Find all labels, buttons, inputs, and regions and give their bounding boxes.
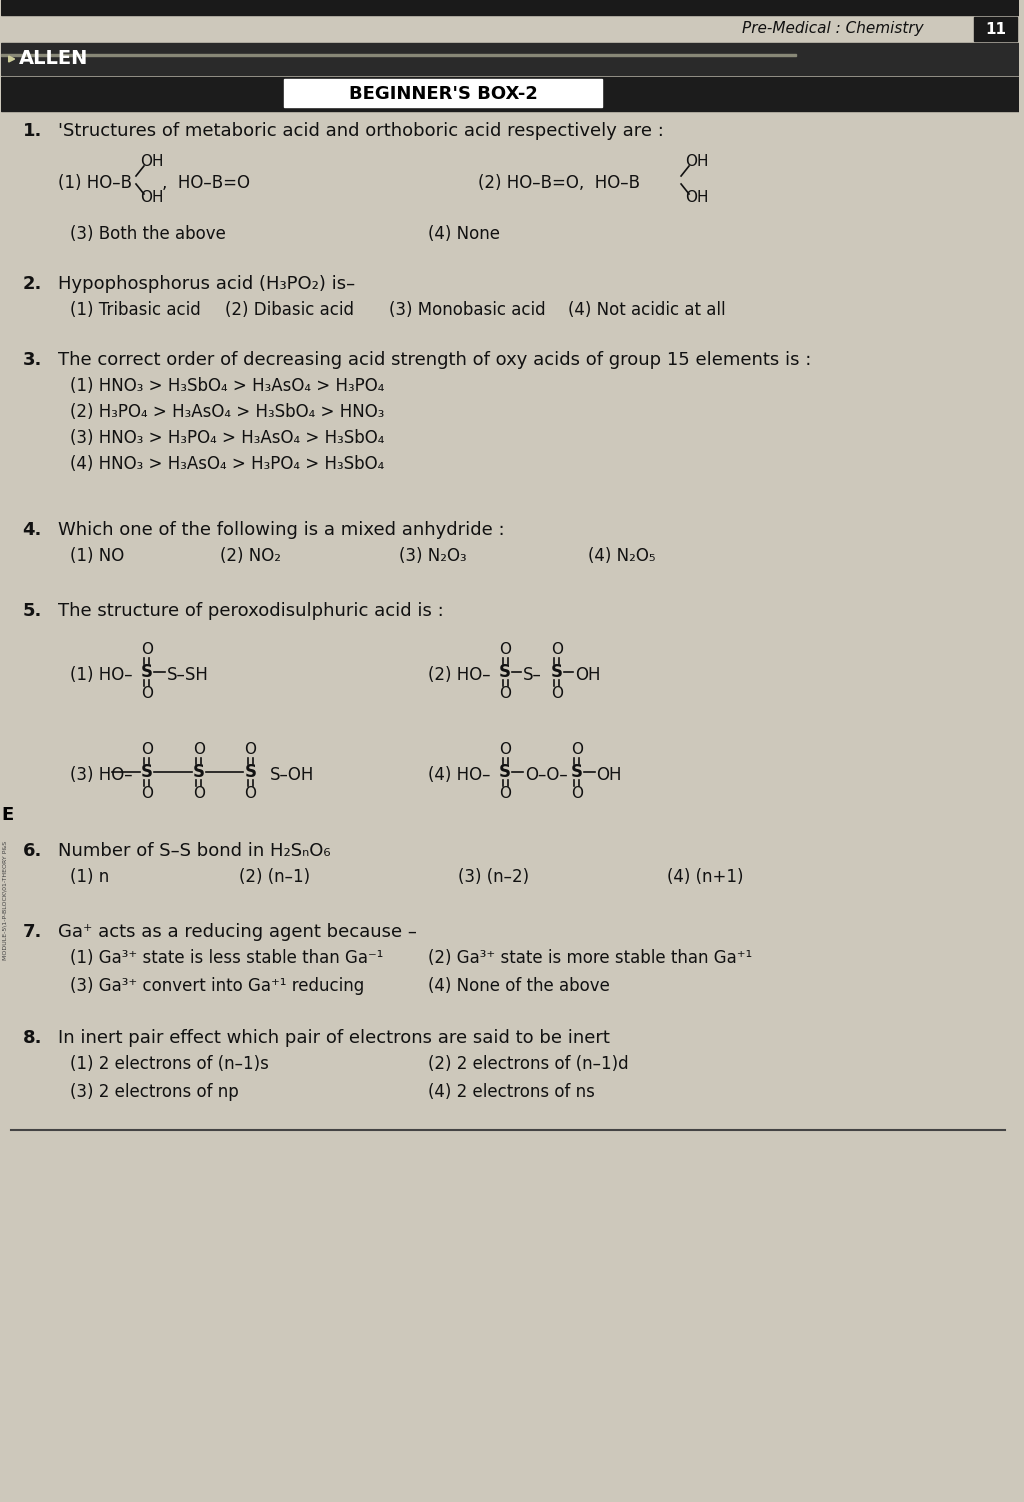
Text: (3) Monobasic acid: (3) Monobasic acid [389,300,545,318]
Text: The correct order of decreasing acid strength of oxy acids of group 15 elements : The correct order of decreasing acid str… [58,351,812,369]
Text: O: O [141,686,153,701]
Bar [1,44,1019,75]
Text: 11: 11 [985,21,1006,36]
Text: ALLEN: ALLEN [18,50,88,69]
Text: O: O [570,742,583,757]
Text: (2) HO–B=O,  HO–B: (2) HO–B=O, HO–B [478,174,640,192]
Text: OH: OH [140,191,164,206]
Text: (4) (n+1): (4) (n+1) [668,868,743,886]
Text: (3) N₂O₃: (3) N₂O₃ [398,547,466,565]
Text: The structure of peroxodisulphuric acid is :: The structure of peroxodisulphuric acid … [58,602,444,620]
Text: S–: S– [523,665,542,683]
Text: (1) 2 electrons of (n–1)s: (1) 2 electrons of (n–1)s [71,1054,269,1072]
Text: OH: OH [574,665,600,683]
Bar [1,77,1019,111]
Text: (2) NO₂: (2) NO₂ [219,547,281,565]
Text: O: O [193,742,205,757]
Text: S–SH: S–SH [167,665,209,683]
Text: O: O [245,787,256,802]
Text: O: O [499,686,511,701]
Text: Which one of the following is a mixed anhydride :: Which one of the following is a mixed an… [58,521,505,539]
Text: (3) HNO₃ > H₃PO₄ > H₃AsO₄ > H₃SbO₄: (3) HNO₃ > H₃PO₄ > H₃AsO₄ > H₃SbO₄ [71,430,385,448]
Text: O–O–: O–O– [525,766,567,784]
Text: O: O [245,742,256,757]
Text: S: S [193,763,205,781]
Text: S: S [499,763,511,781]
Text: (1) HO–: (1) HO– [71,665,133,683]
Text: 7.: 7. [23,924,42,940]
Text: O: O [551,686,563,701]
Bar [974,17,1017,41]
Text: (4) None: (4) None [428,225,501,243]
Text: (1) Tribasic acid: (1) Tribasic acid [71,300,201,318]
Text: (3) 2 electrons of np: (3) 2 electrons of np [71,1083,239,1101]
Text: (2) Dibasic acid: (2) Dibasic acid [224,300,353,318]
Text: S: S [141,763,153,781]
Text: (1) Ga³⁺ state is less stable than Ga⁻¹: (1) Ga³⁺ state is less stable than Ga⁻¹ [71,949,384,967]
Text: S: S [570,763,583,781]
Text: S: S [551,662,563,680]
Text: Hypophosphorus acid (H₃PO₂) is–: Hypophosphorus acid (H₃PO₂) is– [58,275,355,293]
Text: 8.: 8. [23,1029,42,1047]
Text: In inert pair effect which pair of electrons are said to be inert: In inert pair effect which pair of elect… [58,1029,610,1047]
Text: (2) (n–1): (2) (n–1) [240,868,310,886]
Polygon shape [8,56,14,62]
Text: (4) HO–: (4) HO– [428,766,490,784]
Bar [1,15,1019,44]
Text: (1) HO–B: (1) HO–B [58,174,132,192]
Text: 1.: 1. [23,122,42,140]
Text: 'Structures of metaboric acid and orthoboric acid respectively are :: 'Structures of metaboric acid and orthob… [58,122,665,140]
Text: (2) HO–: (2) HO– [428,665,492,683]
Text: (1) NO: (1) NO [71,547,125,565]
Text: O: O [141,643,153,658]
Text: E: E [2,807,13,825]
Text: O: O [141,742,153,757]
Text: (3) Both the above: (3) Both the above [71,225,226,243]
Text: O: O [570,787,583,802]
Text: O: O [499,742,511,757]
Text: O: O [551,643,563,658]
Text: 6.: 6. [23,843,42,861]
Text: OH: OH [140,155,164,170]
Text: (1) n: (1) n [71,868,110,886]
Text: 2.: 2. [23,275,42,293]
Text: BEGINNER'S BOX-2: BEGINNER'S BOX-2 [349,86,538,104]
Text: O: O [193,787,205,802]
Bar [1,0,1019,15]
Text: S: S [245,763,256,781]
Text: S: S [141,662,153,680]
Text: 3.: 3. [23,351,42,369]
Text: Ga⁺ acts as a reducing agent because –: Ga⁺ acts as a reducing agent because – [58,924,417,940]
Text: (3) (n–2): (3) (n–2) [459,868,529,886]
Text: OH: OH [685,155,709,170]
Text: OH: OH [685,191,709,206]
Text: S–OH: S–OH [270,766,314,784]
Text: 4.: 4. [23,521,42,539]
Text: (4) N₂O₅: (4) N₂O₅ [588,547,655,565]
Text: (4) None of the above: (4) None of the above [428,976,610,994]
Text: (2) H₃PO₄ > H₃AsO₄ > H₃SbO₄ > HNO₃: (2) H₃PO₄ > H₃AsO₄ > H₃SbO₄ > HNO₃ [71,403,385,421]
Text: (4) 2 electrons of ns: (4) 2 electrons of ns [428,1083,595,1101]
Text: OH: OH [597,766,622,784]
Text: O: O [141,787,153,802]
Text: (4) Not acidic at all: (4) Not acidic at all [567,300,725,318]
Text: Pre-Medical : Chemistry: Pre-Medical : Chemistry [741,21,924,36]
Text: (2) Ga³⁺ state is more stable than Ga⁺¹: (2) Ga³⁺ state is more stable than Ga⁺¹ [428,949,753,967]
Text: ,  HO–B=O: , HO–B=O [162,174,250,192]
Text: (2) 2 electrons of (n–1)d: (2) 2 electrons of (n–1)d [428,1054,629,1072]
Text: O: O [499,787,511,802]
Text: S: S [499,662,511,680]
Text: (4) HNO₃ > H₃AsO₄ > H₃PO₄ > H₃SbO₄: (4) HNO₃ > H₃AsO₄ > H₃PO₄ > H₃SbO₄ [71,455,385,473]
Text: MODULE-5\1-P-BLOCK\01-THEORY P&S: MODULE-5\1-P-BLOCK\01-THEORY P&S [2,841,7,960]
Text: Number of S–S bond in H₂SₙO₆: Number of S–S bond in H₂SₙO₆ [58,843,331,861]
Text: 5.: 5. [23,602,42,620]
Text: (3) HO–: (3) HO– [71,766,133,784]
Text: (1) HNO₃ > H₃SbO₄ > H₃AsO₄ > H₃PO₄: (1) HNO₃ > H₃SbO₄ > H₃AsO₄ > H₃PO₄ [71,377,385,395]
Text: O: O [499,643,511,658]
Text: (3) Ga³⁺ convert into Ga⁺¹ reducing: (3) Ga³⁺ convert into Ga⁺¹ reducing [71,976,365,994]
Bar [285,80,602,107]
